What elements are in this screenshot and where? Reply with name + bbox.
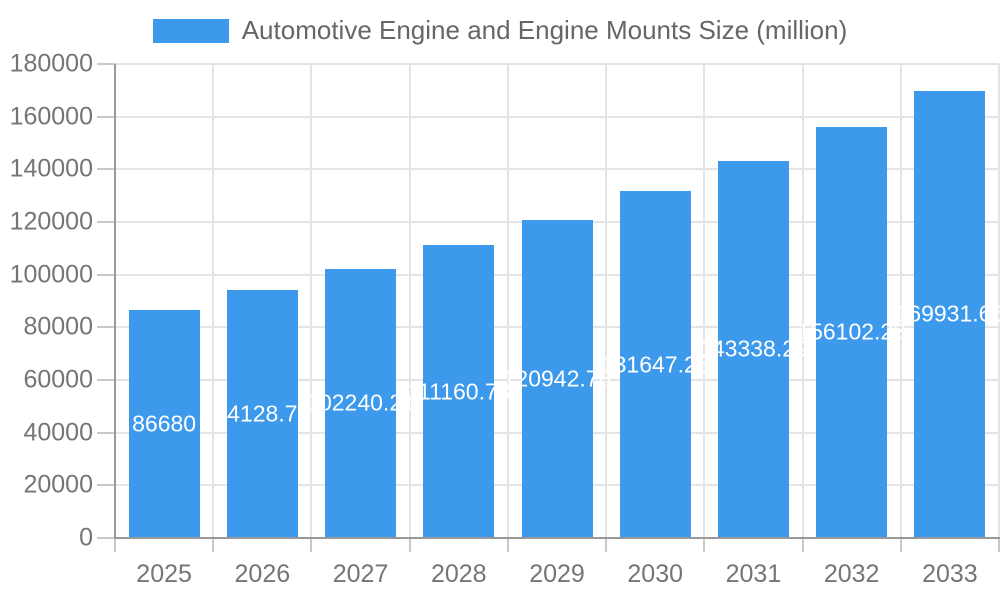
y-axis-tick — [97, 431, 115, 434]
gridline-vertical — [212, 64, 215, 538]
gridline-horizontal — [115, 63, 999, 65]
gridline-vertical — [899, 64, 902, 538]
y-axis-tick-label: 180000 — [9, 49, 93, 78]
legend-label: Automotive Engine and Engine Mounts Size… — [241, 15, 848, 45]
y-axis-tick — [97, 379, 115, 381]
x-axis-category-label: 2026 — [234, 560, 291, 588]
bar-value-label: 94128.78 — [214, 400, 311, 427]
y-axis-tick-label: 80000 — [23, 312, 93, 341]
y-axis-tick-label: 60000 — [23, 365, 93, 394]
y-axis-tick-label: 160000 — [9, 102, 93, 131]
y-axis-tick-label: 100000 — [9, 260, 93, 289]
y-axis-tick-label: 120000 — [9, 207, 93, 236]
bar-value-label: 143338.29 — [699, 335, 808, 362]
legend-swatch — [152, 18, 229, 43]
x-axis-tick — [605, 538, 608, 552]
bar-2028[interactable] — [423, 245, 495, 538]
gridline-vertical — [506, 64, 509, 538]
gridline-vertical — [605, 64, 608, 538]
bar-value-label: 102240.21 — [306, 389, 415, 416]
y-axis-tick-label: 0 — [79, 523, 93, 552]
y-axis-tick — [97, 63, 115, 65]
gridline-vertical — [310, 64, 313, 538]
bar-value-label: 169931.66 — [895, 300, 1000, 327]
bar-value-label: 111160.73 — [406, 378, 511, 405]
y-axis-tick-label: 20000 — [23, 470, 93, 499]
bar-2027[interactable] — [325, 268, 397, 538]
x-axis-tick — [801, 538, 804, 552]
x-axis-category-label: 2030 — [627, 560, 684, 588]
x-axis-tick — [506, 538, 509, 552]
bar-2029[interactable] — [521, 219, 593, 538]
bar-value-label: 86680 — [132, 410, 197, 437]
x-axis-category-label: 2029 — [529, 560, 585, 588]
gridline-vertical — [703, 64, 706, 538]
gridline-horizontal — [115, 168, 999, 171]
gridline-vertical — [801, 64, 804, 538]
y-axis-tick — [97, 537, 115, 539]
gridline-vertical — [998, 64, 1000, 538]
y-axis-tick — [97, 115, 115, 118]
x-axis-line — [114, 537, 1000, 539]
chart-legend[interactable]: Automotive Engine and Engine Mounts Size… — [0, 15, 1000, 46]
bar-2032[interactable] — [816, 126, 888, 538]
bar-2026[interactable] — [226, 290, 298, 538]
x-axis-tick — [899, 538, 902, 552]
y-axis-line — [114, 64, 116, 538]
x-axis-tick — [703, 538, 706, 552]
bar-2033[interactable] — [914, 90, 986, 538]
bar-value-label: 120942.78 — [502, 365, 612, 392]
gridline-horizontal — [115, 115, 999, 118]
y-axis-tick — [97, 168, 115, 171]
bar-value-label: 156102.28 — [797, 318, 907, 345]
y-axis-tick — [97, 484, 115, 487]
x-axis-tick — [212, 538, 215, 552]
x-axis-tick — [998, 538, 1000, 552]
y-axis-tick — [97, 221, 115, 223]
x-axis-category-label: 2031 — [725, 560, 782, 588]
x-axis-category-label: 2027 — [332, 560, 389, 588]
bar-2031[interactable] — [717, 160, 789, 538]
x-axis-category-label: 2025 — [136, 560, 192, 588]
y-axis-tick-label: 40000 — [23, 418, 93, 447]
x-axis-tick — [310, 538, 313, 552]
y-axis-tick — [97, 326, 115, 329]
x-axis-category-label: 2028 — [430, 560, 487, 588]
y-axis-tick-label: 140000 — [9, 154, 93, 183]
bar-value-label: 131647.25 — [600, 351, 710, 378]
bar-2025[interactable] — [128, 309, 200, 538]
x-axis-tick — [408, 538, 411, 552]
bar-2030[interactable] — [619, 191, 691, 538]
x-axis-category-label: 2033 — [922, 560, 978, 588]
y-axis-tick — [97, 273, 115, 276]
gridline-vertical — [408, 64, 411, 538]
x-axis-tick — [114, 538, 116, 552]
x-axis-category-label: 2032 — [823, 560, 880, 588]
